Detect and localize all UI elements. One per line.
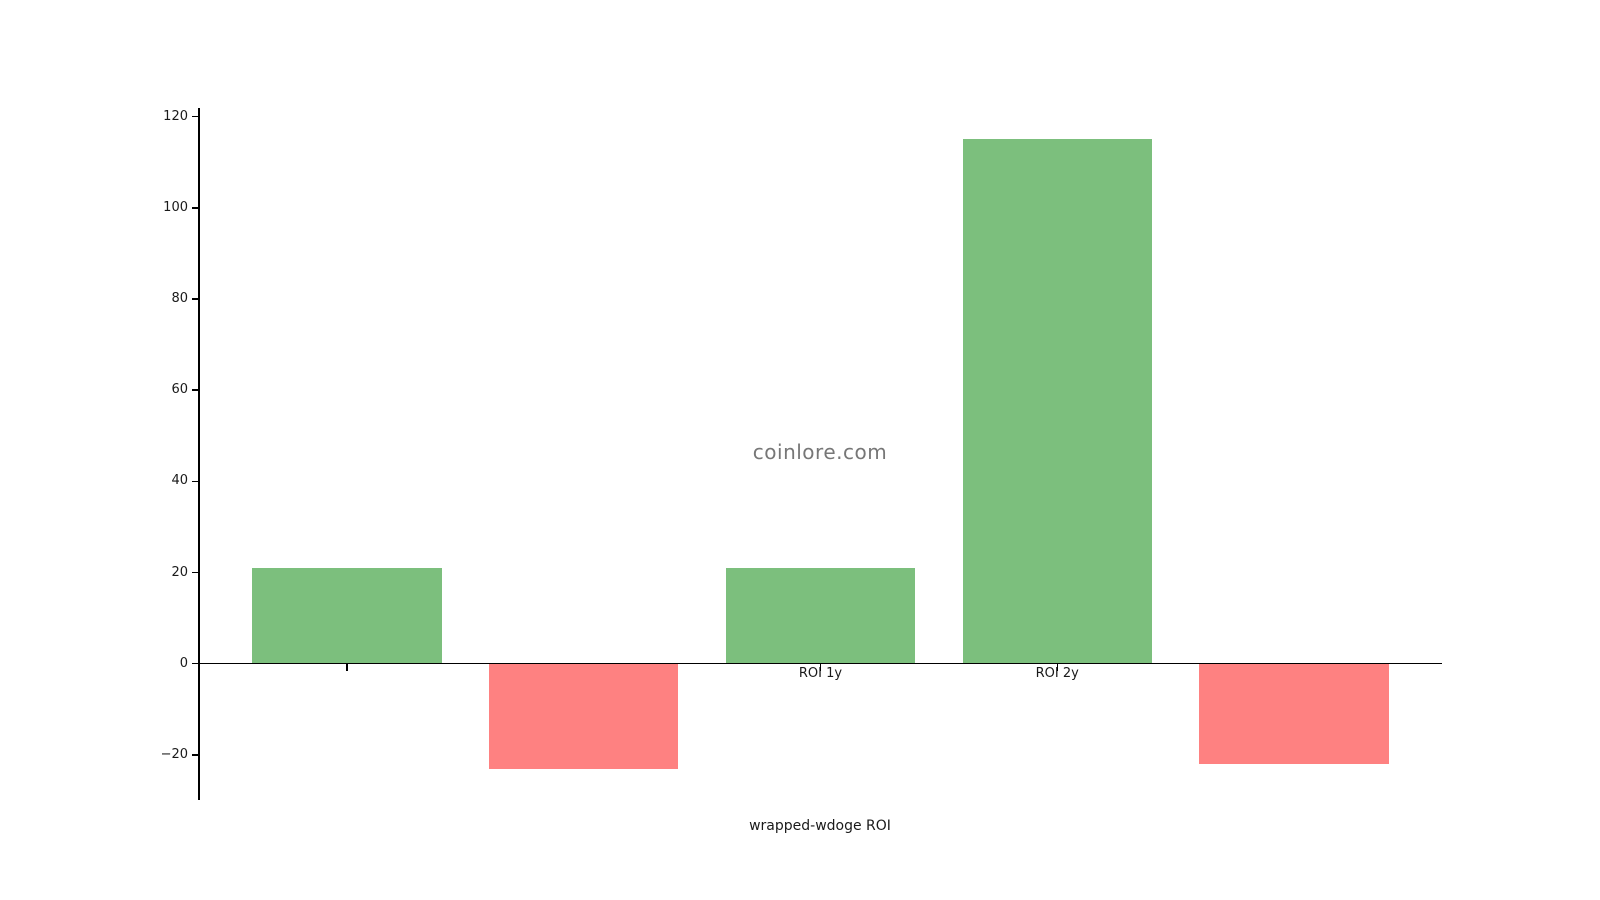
y-tick-mark-60 xyxy=(192,389,199,391)
watermark-text: coinlore.com xyxy=(752,440,888,464)
y-tick-mark-20 xyxy=(192,571,199,574)
x-tick-label-3: ROI 2y xyxy=(1035,665,1079,681)
x-tick-label-2: ROI 1y xyxy=(798,665,843,681)
bar-2-roi-1y xyxy=(725,567,916,664)
x-axis-zero-line xyxy=(199,662,1442,665)
x-tick-mark-2 xyxy=(819,663,822,671)
x-axis-title: wrapped-wdoge ROI xyxy=(749,818,891,834)
y-axis-spine xyxy=(198,108,200,800)
bar-4 xyxy=(1199,663,1389,764)
x-tick-mark-3 xyxy=(1056,663,1058,671)
y-tick-mark--20 xyxy=(192,754,199,756)
y-tick-label-40: 40 xyxy=(171,473,188,489)
y-tick-label-0: 0 xyxy=(179,655,188,671)
bar-1 xyxy=(489,663,679,769)
y-tick-label-20: 20 xyxy=(171,564,188,580)
y-tick-mark-0 xyxy=(192,662,199,665)
y-tick-mark-100 xyxy=(192,207,199,209)
x-tick-mark-0 xyxy=(346,663,348,671)
bar-3-roi-2y xyxy=(962,139,1152,664)
y-tick-label-100: 100 xyxy=(163,199,188,215)
y-tick-mark-80 xyxy=(192,298,199,300)
y-tick-mark-120 xyxy=(192,115,199,118)
y-tick-label--20: −20 xyxy=(160,746,188,762)
y-tick-label-120: 120 xyxy=(163,108,188,124)
y-tick-label-60: 60 xyxy=(171,382,188,398)
y-tick-label-80: 80 xyxy=(171,291,188,306)
y-tick-mark-40 xyxy=(192,480,199,483)
bar-0 xyxy=(252,567,442,664)
